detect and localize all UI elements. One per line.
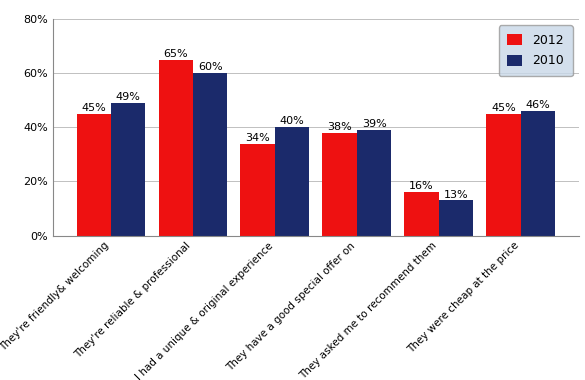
Bar [322, 133, 357, 236]
Text: 38%: 38% [327, 122, 352, 132]
Bar [77, 114, 111, 236]
Text: 39%: 39% [362, 119, 387, 129]
Bar [159, 60, 193, 236]
Text: 40%: 40% [280, 117, 305, 127]
Text: 65%: 65% [163, 49, 188, 59]
Text: 45%: 45% [491, 103, 516, 113]
Bar [521, 111, 555, 236]
Text: 34%: 34% [245, 133, 270, 143]
Bar [111, 103, 146, 236]
Bar [439, 200, 473, 236]
Text: 16%: 16% [410, 182, 434, 192]
Text: 45%: 45% [81, 103, 106, 113]
Text: 13%: 13% [444, 190, 469, 200]
Text: 60%: 60% [198, 62, 222, 72]
Bar [486, 114, 521, 236]
Bar [404, 192, 439, 236]
Bar [275, 127, 309, 236]
Bar [193, 73, 228, 236]
Legend: 2012, 2010: 2012, 2010 [498, 25, 573, 76]
Bar [357, 130, 391, 236]
Text: 46%: 46% [526, 100, 550, 110]
Text: 49%: 49% [116, 92, 140, 102]
Bar [240, 144, 275, 236]
